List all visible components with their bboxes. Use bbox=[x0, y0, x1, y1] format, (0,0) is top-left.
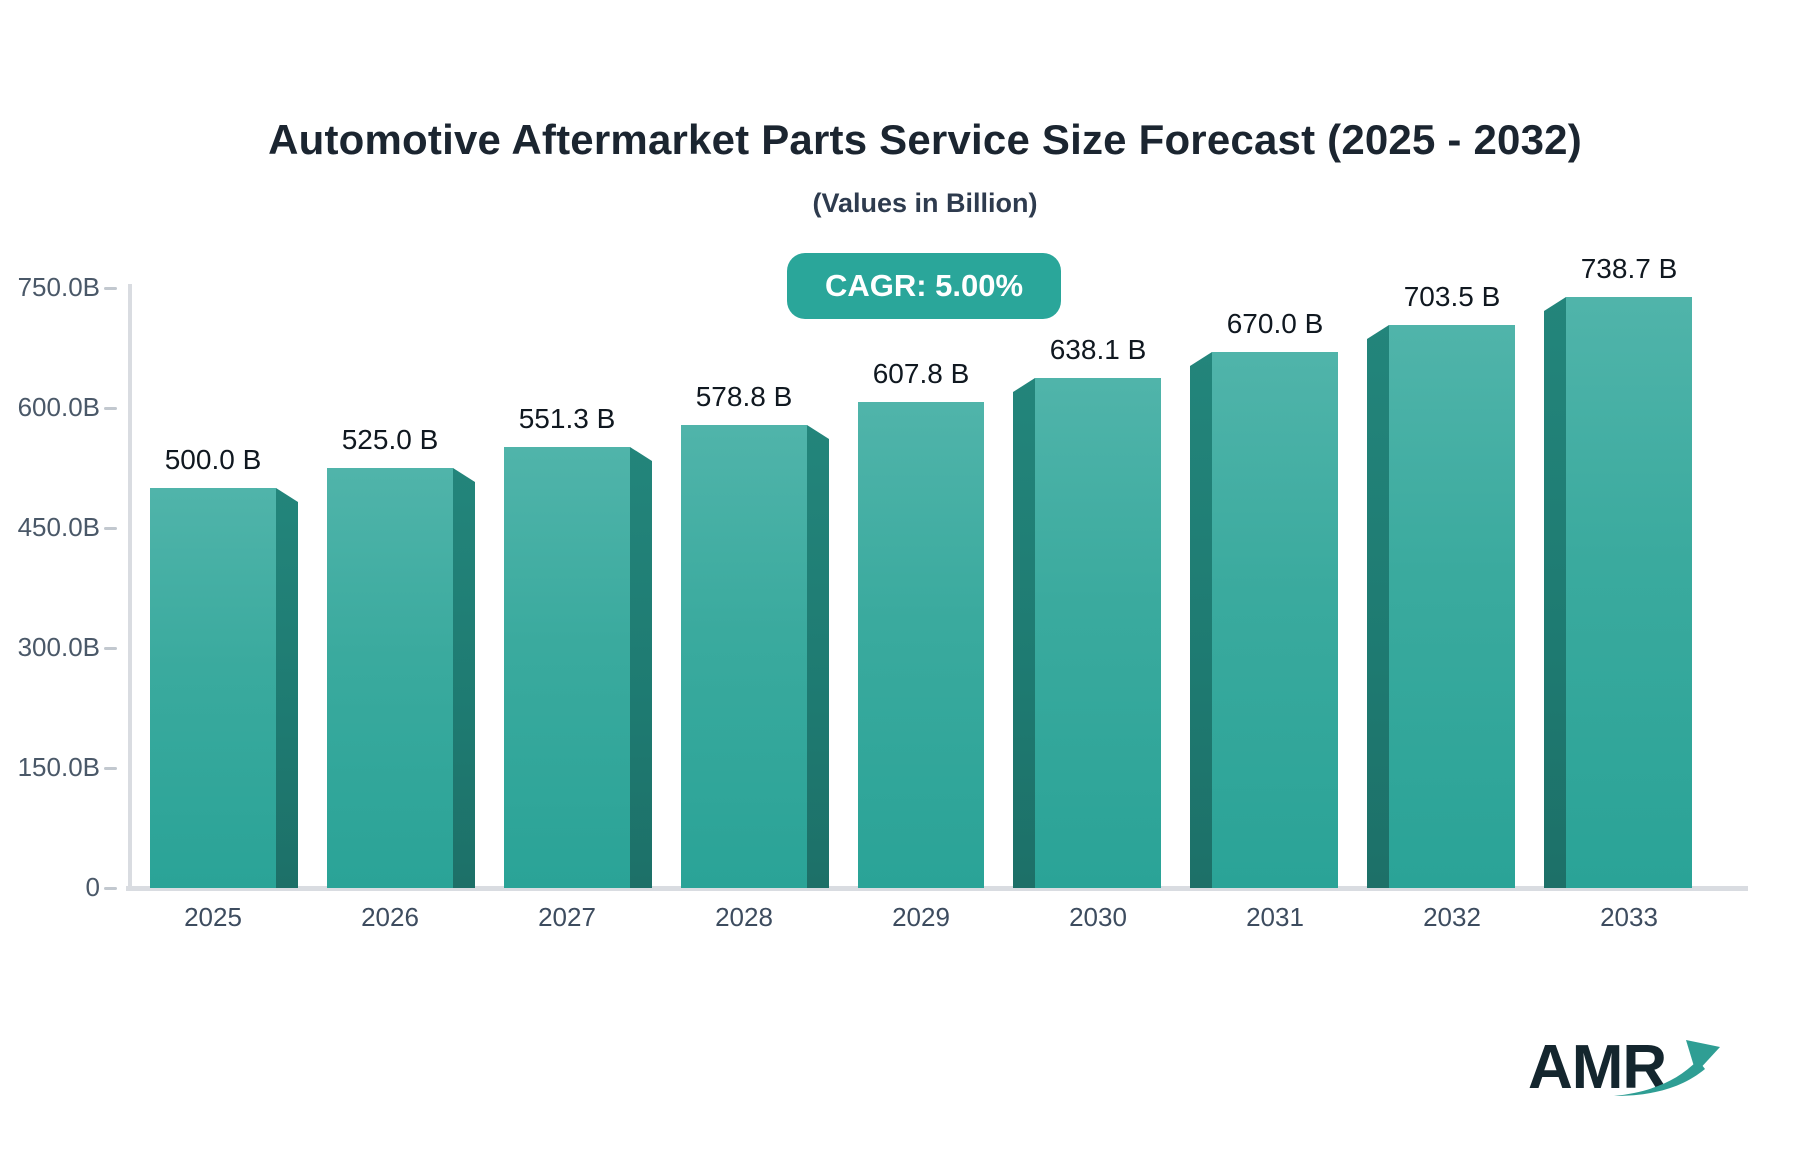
x-axis-label: 2027 bbox=[538, 902, 596, 932]
chart-subtitle: (Values in Billion) bbox=[812, 188, 1038, 218]
bar-2033 bbox=[1566, 297, 1692, 888]
x-axis-label: 2033 bbox=[1600, 902, 1658, 932]
x-axis-label: 2030 bbox=[1069, 902, 1127, 932]
y-axis-label: 150.0B bbox=[17, 752, 100, 782]
x-axis-label: 2026 bbox=[361, 902, 419, 932]
bar-value-label: 525.0 B bbox=[341, 424, 439, 455]
bar-value-label: 607.8 B bbox=[872, 358, 970, 389]
chart-title: Automotive Aftermarket Parts Service Siz… bbox=[268, 116, 1582, 163]
bar-side-2032 bbox=[1367, 325, 1389, 888]
bar-side-2025 bbox=[276, 488, 298, 888]
x-axis-label: 2028 bbox=[715, 902, 773, 932]
y-axis-tick bbox=[104, 407, 117, 410]
y-axis-tick bbox=[104, 767, 117, 770]
amr-logo-text: AMR bbox=[1528, 1033, 1667, 1102]
bar-2029 bbox=[858, 402, 984, 888]
y-axis-label: 450.0B bbox=[17, 512, 100, 542]
bar-value-label: 738.7 B bbox=[1580, 253, 1678, 284]
x-axis-label: 2032 bbox=[1423, 902, 1481, 932]
bar-value-label: 500.0 B bbox=[164, 444, 262, 475]
y-axis-label: 750.0B bbox=[17, 272, 100, 302]
bar-side-2028 bbox=[807, 425, 829, 888]
bar-side-2027 bbox=[630, 447, 652, 888]
x-axis-label: 2029 bbox=[892, 902, 950, 932]
bar-side-2033 bbox=[1544, 297, 1566, 888]
y-axis-label: 300.0B bbox=[17, 632, 100, 662]
y-axis-label: 0 bbox=[85, 872, 100, 902]
y-axis-tick bbox=[104, 647, 117, 650]
trend-arrow-icon bbox=[1614, 1040, 1720, 1096]
bar-value-label: 578.8 B bbox=[695, 381, 793, 412]
bar-2028 bbox=[681, 425, 807, 888]
x-axis-label: 2025 bbox=[184, 902, 242, 932]
bar-side-2030 bbox=[1013, 378, 1035, 888]
bar-value-label: 670.0 B bbox=[1226, 308, 1324, 339]
x-axis-line bbox=[126, 886, 1748, 891]
y-axis-tick bbox=[104, 887, 117, 890]
bar-value-label: 638.1 B bbox=[1049, 334, 1147, 365]
y-axis-tick bbox=[104, 527, 117, 530]
amr-logo: AMR bbox=[1528, 1032, 1738, 1122]
cagr-badge: CAGR: 5.00% bbox=[787, 253, 1061, 319]
bar-2032 bbox=[1389, 325, 1515, 888]
y-axis-tick bbox=[104, 287, 117, 290]
bar-side-2026 bbox=[453, 468, 475, 888]
bar-side-2031 bbox=[1190, 352, 1212, 888]
bar-value-label: 551.3 B bbox=[518, 403, 616, 434]
bar-value-label: 703.5 B bbox=[1403, 281, 1501, 312]
x-axis-label: 2031 bbox=[1246, 902, 1304, 932]
bar-2025 bbox=[150, 488, 276, 888]
bar-2027 bbox=[504, 447, 630, 888]
bar-2031 bbox=[1212, 352, 1338, 888]
bar-2026 bbox=[327, 468, 453, 888]
y-axis-label: 600.0B bbox=[17, 392, 100, 422]
y-axis-line bbox=[128, 284, 132, 890]
bar-2030 bbox=[1035, 378, 1161, 888]
